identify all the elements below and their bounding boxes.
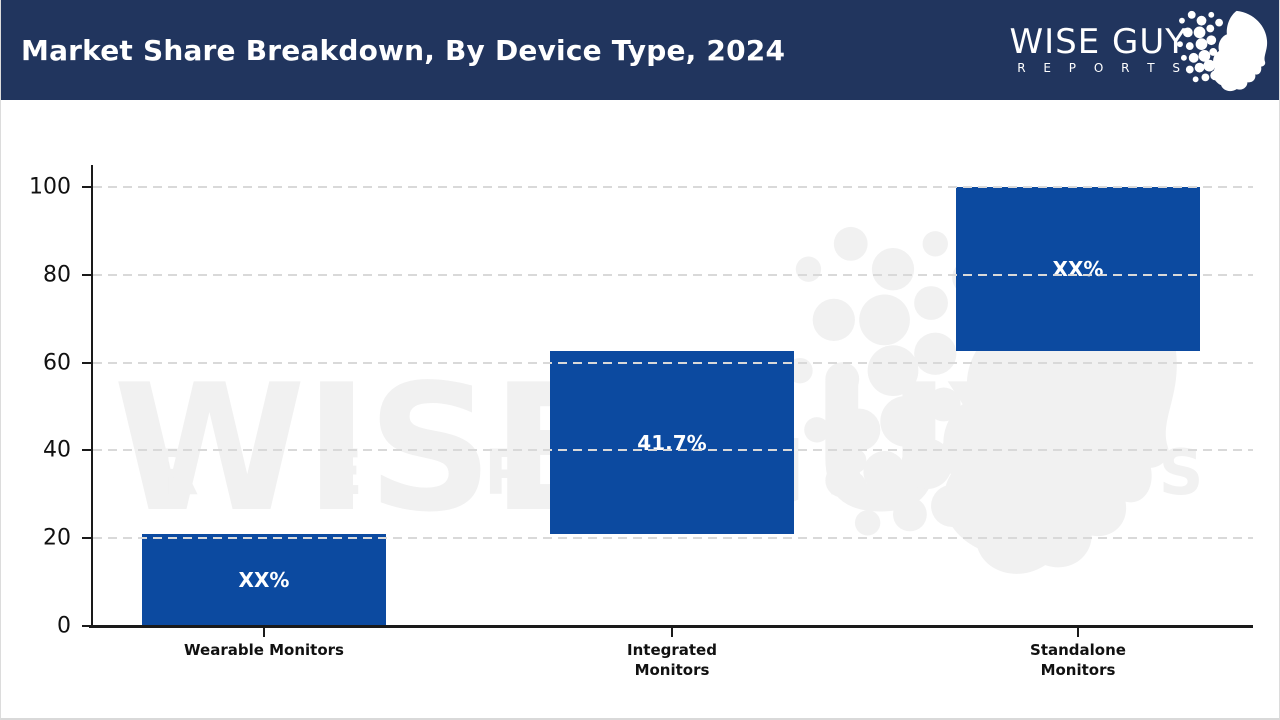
y-tick-label: 100 bbox=[29, 174, 71, 200]
x-category-label: Integrated Monitors bbox=[627, 641, 717, 679]
y-tick bbox=[82, 273, 91, 276]
x-tick bbox=[1077, 628, 1079, 637]
bar: XX% bbox=[142, 534, 386, 626]
y-tick-label: 20 bbox=[43, 525, 71, 551]
gridline bbox=[93, 273, 1253, 276]
face-profile-icon bbox=[1177, 10, 1268, 92]
gridline bbox=[93, 537, 1253, 540]
wise-guy-logo: WISE GUY R E P O R T S bbox=[1009, 0, 1279, 100]
y-tick-label: 0 bbox=[57, 613, 71, 639]
gridline bbox=[93, 185, 1253, 188]
y-tick bbox=[82, 361, 91, 364]
logo-subtext: R E P O R T S bbox=[1017, 61, 1187, 75]
gridline bbox=[93, 449, 1253, 452]
bar: XX% bbox=[956, 186, 1200, 352]
logo-wordmark: WISE GUY bbox=[1009, 22, 1187, 62]
y-tick bbox=[82, 537, 91, 540]
page-title: Market Share Breakdown, By Device Type, … bbox=[21, 33, 786, 67]
y-tick bbox=[82, 625, 91, 627]
y-axis bbox=[91, 165, 93, 628]
y-tick-label: 80 bbox=[43, 262, 71, 288]
bar-value-label: XX% bbox=[1052, 257, 1104, 282]
logo-text: WISE GUY R E P O R T S bbox=[1009, 25, 1187, 75]
x-category-label: Standalone Monitors bbox=[1030, 641, 1126, 679]
x-axis bbox=[89, 625, 1253, 628]
y-tick bbox=[82, 449, 91, 452]
y-tick-label: 40 bbox=[43, 437, 71, 463]
x-tick bbox=[671, 628, 673, 637]
bar-value-label: XX% bbox=[238, 568, 290, 593]
chart-area: WISE GUY R E P O R T S 020406080100XX%We… bbox=[1, 100, 1279, 718]
y-tick-label: 60 bbox=[43, 350, 71, 376]
x-category-label: Wearable Monitors bbox=[184, 641, 344, 659]
bar: 41.7% bbox=[550, 351, 794, 535]
x-tick bbox=[263, 628, 265, 637]
gridline bbox=[93, 361, 1253, 364]
y-tick bbox=[82, 185, 91, 188]
header: Market Share Breakdown, By Device Type, … bbox=[1, 0, 1279, 100]
